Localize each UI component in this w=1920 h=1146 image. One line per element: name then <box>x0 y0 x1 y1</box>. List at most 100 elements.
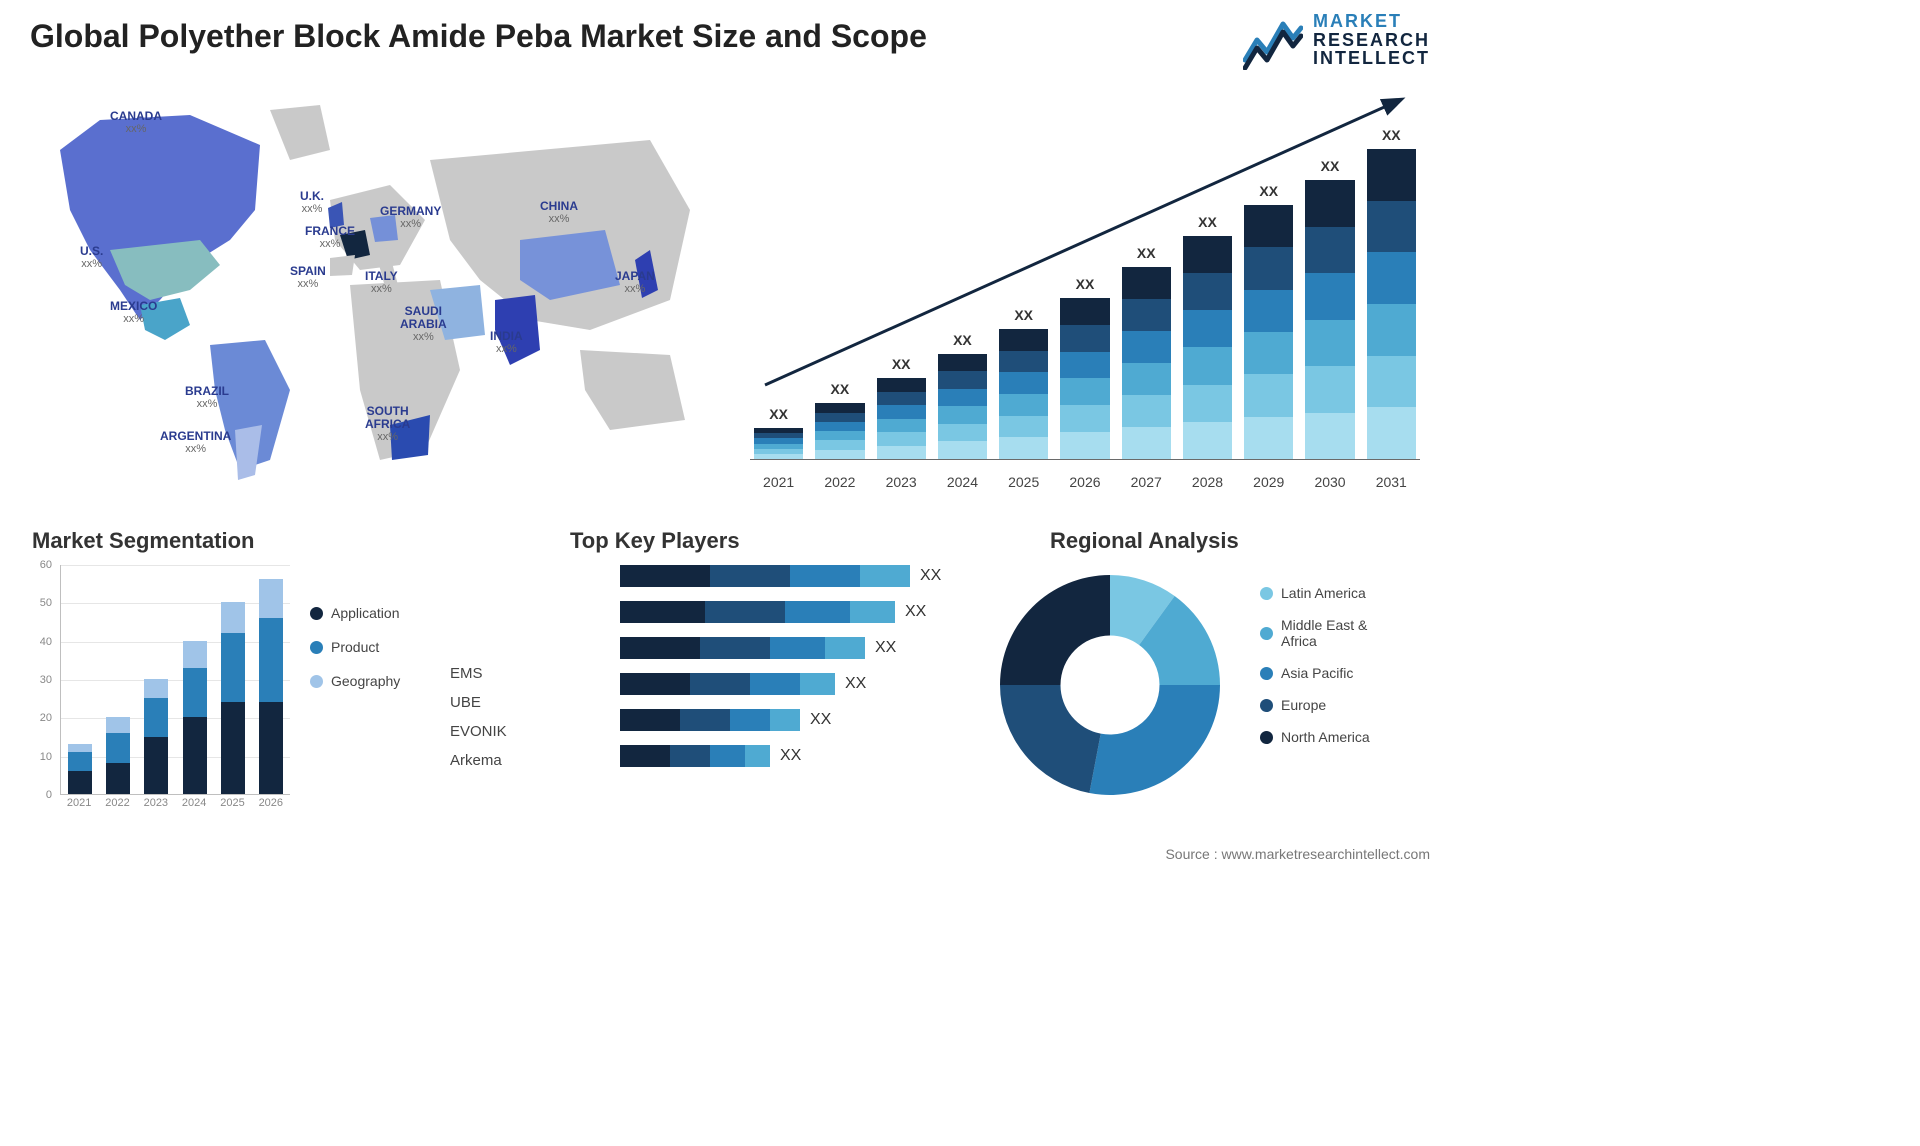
forecast-bar-2031: XX <box>1367 127 1416 459</box>
regional-legend-item: North America <box>1260 729 1430 745</box>
map-label-canada: CANADAxx% <box>110 110 162 135</box>
map-label-spain: SPAINxx% <box>290 265 326 290</box>
regional-donut <box>990 565 1230 805</box>
forecast-bar-value: XX <box>1198 214 1217 230</box>
segmentation-y-tick: 0 <box>46 789 52 801</box>
legend-label: Europe <box>1281 697 1326 713</box>
player-bar-row: XX <box>620 601 960 623</box>
map-label-argentina: ARGENTINAxx% <box>160 430 231 455</box>
section-title-segmentation: Market Segmentation <box>32 528 255 554</box>
segmentation-bar-2023 <box>144 679 168 794</box>
segmentation-x-tick: 2023 <box>144 797 168 809</box>
legend-label: Asia Pacific <box>1281 665 1353 681</box>
segmentation-y-tick: 50 <box>40 597 52 609</box>
player-bar-row: XX <box>620 673 960 695</box>
forecast-xaxis-label: 2024 <box>938 474 987 490</box>
map-label-saudi-narabia: SAUDIARABIAxx% <box>400 305 447 343</box>
segmentation-y-tick: 60 <box>40 559 52 571</box>
regional-legend: Latin America Middle East &Africa Asia Pac… <box>1260 585 1430 762</box>
segmentation-x-tick: 2025 <box>220 797 244 809</box>
forecast-bar-value: XX <box>831 381 850 397</box>
player-bar-row: XX <box>620 709 960 731</box>
forecast-xaxis-label: 2028 <box>1183 474 1232 490</box>
legend-label: North America <box>1281 729 1370 745</box>
segmentation-y-tick: 20 <box>40 712 52 724</box>
segmentation-y-tick: 30 <box>40 674 52 686</box>
player-bar-value: XX <box>845 675 866 693</box>
players-bars: XX XX XX XX XX XX <box>620 565 960 805</box>
map-label-italy: ITALYxx% <box>365 270 398 295</box>
forecast-bar-2028: XX <box>1183 214 1232 459</box>
forecast-xaxis-label: 2025 <box>999 474 1048 490</box>
legend-swatch <box>1260 627 1273 640</box>
regional-legend-item: Middle East &Africa <box>1260 617 1430 649</box>
brand-logo: MARKET RESEARCH INTELLECT <box>1243 10 1430 70</box>
brand-text: MARKET RESEARCH INTELLECT <box>1313 12 1430 69</box>
map-label-india: INDIAxx% <box>490 330 523 355</box>
regional-chart: Latin America Middle East &Africa Asia Pac… <box>990 565 1430 825</box>
player-name: EVONIK <box>450 723 600 740</box>
forecast-bar-value: XX <box>1382 127 1401 143</box>
forecast-bar-value: XX <box>1137 245 1156 261</box>
legend-label: Middle East &Africa <box>1281 617 1367 649</box>
map-label-u-s-: U.S.xx% <box>80 245 103 270</box>
world-map: CANADAxx%U.S.xx%MEXICOxx%BRAZILxx%ARGENT… <box>30 90 710 490</box>
map-label-japan: JAPANxx% <box>615 270 655 295</box>
segmentation-bar-2025 <box>221 602 245 794</box>
player-bar-value: XX <box>875 639 896 657</box>
forecast-bar-2026: XX <box>1060 276 1109 459</box>
segmentation-x-tick: 2026 <box>259 797 283 809</box>
segmentation-chart: 0102030405060 202120222023202420252026 A… <box>30 565 430 825</box>
page-title: Global Polyether Block Amide Peba Market… <box>30 18 927 55</box>
legend-swatch <box>310 607 323 620</box>
legend-swatch <box>1260 699 1273 712</box>
player-bar-row: XX <box>620 565 960 587</box>
map-label-mexico: MEXICOxx% <box>110 300 157 325</box>
player-name: UBE <box>450 694 600 711</box>
legend-swatch <box>1260 731 1273 744</box>
forecast-bar-value: XX <box>1259 183 1278 199</box>
regional-legend-item: Latin America <box>1260 585 1430 601</box>
players-chart: EMSUBEEVONIKArkema XXXXXXXXXXXX <box>450 565 970 825</box>
player-bar-value: XX <box>780 747 801 765</box>
player-bar-row: XX <box>620 637 960 659</box>
legend-label: Product <box>331 639 379 655</box>
legend-label: Latin America <box>1281 585 1366 601</box>
forecast-xaxis-label: 2029 <box>1244 474 1293 490</box>
forecast-bar-value: XX <box>953 332 972 348</box>
donut-slice <box>1000 575 1110 685</box>
forecast-bar-value: XX <box>769 406 788 422</box>
legend-label: Geography <box>331 673 400 689</box>
regional-legend-item: Asia Pacific <box>1260 665 1430 681</box>
forecast-xaxis-label: 2022 <box>815 474 864 490</box>
legend-label: Application <box>331 605 400 621</box>
forecast-bar-2023: XX <box>877 356 926 459</box>
segmentation-legend-item: Application <box>310 605 400 621</box>
player-bar-row: XX <box>620 745 960 767</box>
donut-slice <box>1089 685 1220 795</box>
segmentation-legend-item: Product <box>310 639 400 655</box>
segmentation-x-tick: 2024 <box>182 797 206 809</box>
map-label-china: CHINAxx% <box>540 200 578 225</box>
forecast-xaxis-label: 2026 <box>1060 474 1109 490</box>
forecast-chart: XXXXXXXXXXXXXXXXXXXXXX 20212022202320242… <box>740 90 1430 490</box>
segmentation-y-tick: 10 <box>40 751 52 763</box>
forecast-bar-2029: XX <box>1244 183 1293 459</box>
segmentation-bar-2026 <box>259 579 283 794</box>
forecast-bar-value: XX <box>1014 307 1033 323</box>
segmentation-x-tick: 2021 <box>67 797 91 809</box>
forecast-bar-value: XX <box>892 356 911 372</box>
forecast-bar-2021: XX <box>754 406 803 459</box>
map-label-u-k-: U.K.xx% <box>300 190 324 215</box>
legend-swatch <box>1260 587 1273 600</box>
brand-mark-icon <box>1243 10 1303 70</box>
forecast-bar-2024: XX <box>938 332 987 459</box>
section-title-players: Top Key Players <box>570 528 740 554</box>
source-attribution: Source : www.marketresearchintellect.com <box>1165 846 1430 862</box>
map-label-france: FRANCExx% <box>305 225 355 250</box>
regional-legend-item: Europe <box>1260 697 1430 713</box>
segmentation-bar-2021 <box>68 744 92 794</box>
forecast-xaxis-label: 2023 <box>877 474 926 490</box>
forecast-bar-2030: XX <box>1305 158 1354 459</box>
player-name: EMS <box>450 665 600 682</box>
